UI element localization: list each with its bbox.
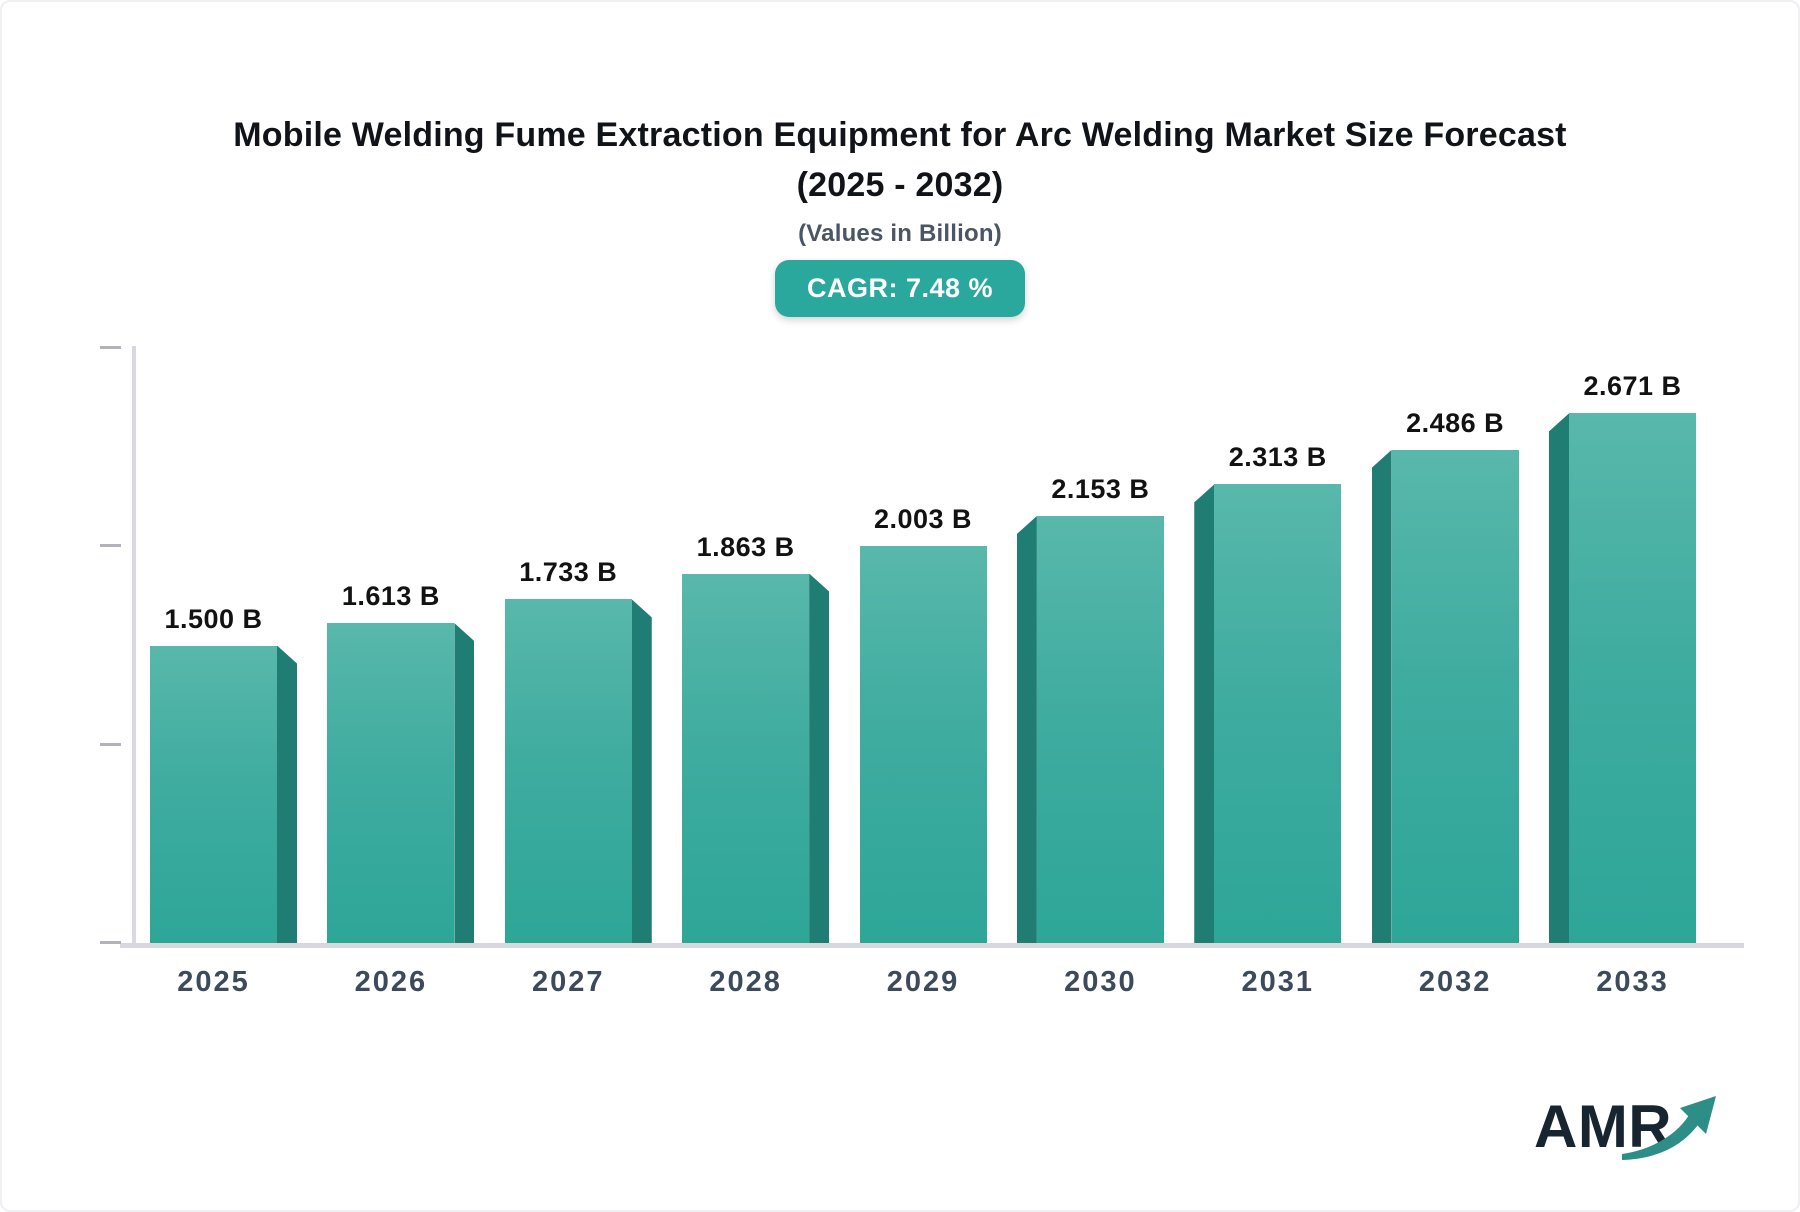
bar-slot-2031: 2.313 B 2031 (1194, 348, 1342, 998)
bar-slot-2030: 2.153 B 2030 (1016, 348, 1164, 998)
x-tick-label-2030: 2030 (1064, 966, 1137, 998)
bar-3d-side (809, 573, 830, 943)
bar-slot-2027: 1.733 B 2027 (504, 348, 652, 998)
bar-value-label-2033: 2.671 B (1583, 371, 1682, 402)
bar-slot-2033: 2.671 B 2033 (1549, 348, 1696, 998)
bars-container: 1.500 B 2025 1.613 B 2026 1.733 B 2027 1.863 B… (150, 348, 1696, 998)
x-tick-label-2025: 2025 (177, 966, 250, 998)
bar-3d-side (1549, 413, 1569, 943)
bar-3d-side (1194, 484, 1215, 943)
bar-3d-side (277, 645, 297, 943)
bar-slot-2029: 2.003 B 2029 (859, 348, 987, 998)
bar-slot-2028: 1.863 B 2028 (682, 348, 830, 998)
bar-2030: 2.153 B (1016, 474, 1164, 943)
bar-value-label-2030: 2.153 B (1051, 474, 1150, 504)
bar-value-label-2026: 1.613 B (341, 581, 440, 612)
cagr-badge: CAGR: 7.48 % (774, 260, 1026, 317)
x-tick-label-2028: 2028 (709, 966, 782, 998)
bar-2032: 2.486 B (1371, 408, 1519, 943)
bar-2031: 2.313 B (1194, 442, 1342, 943)
bar-value-label-2025: 1.500 B (164, 603, 263, 634)
bar-slot-2025: 1.500 B 2025 (150, 348, 297, 998)
y-tick-mark (100, 544, 121, 548)
bar-3d-side (1371, 449, 1392, 943)
bar-2033: 2.671 B (1549, 371, 1696, 943)
x-tick-label-2027: 2027 (531, 966, 605, 998)
chart-title-line1: Mobile Welding Fume Extraction Equipment… (233, 116, 1567, 154)
x-tick-label-2033: 2033 (1596, 966, 1669, 998)
bar-2025: 1.500 B (150, 604, 297, 943)
bar-value-label-2032: 2.486 B (1406, 407, 1505, 438)
amr-logo-arrow-icon (1622, 1096, 1716, 1160)
bar-slot-2026: 1.613 B 2026 (327, 348, 475, 998)
bar-slot-2032: 2.486 B 2032 (1371, 348, 1519, 998)
bar-value-label-2031: 2.313 B (1228, 442, 1327, 473)
chart-header: Mobile Welding Fume Extraction Equipment… (2, 110, 1798, 317)
bar-3d-side (1016, 516, 1037, 943)
bar-2029: 2.003 B (859, 504, 987, 943)
bar-value-label-2028: 1.863 B (696, 531, 795, 562)
x-tick-label-2032: 2032 (1418, 966, 1492, 998)
chart-subtitle: (Values in Billion) (798, 220, 1002, 247)
bar-value-label-2029: 2.003 B (873, 503, 973, 534)
y-axis-line (132, 346, 136, 947)
x-tick-label-2031: 2031 (1241, 966, 1315, 998)
y-tick-mark (100, 941, 121, 944)
bar-value-label-2027: 1.733 B (519, 557, 618, 588)
bar-3d-side (454, 623, 475, 943)
amr-logo: AMR (1534, 1084, 1754, 1174)
y-tick-mark (100, 346, 121, 349)
bar-2028: 1.863 B (682, 532, 830, 943)
x-axis-baseline (120, 943, 1744, 948)
bar-3d-side (631, 599, 652, 943)
y-tick-mark (100, 742, 121, 746)
chart-title-line2: (2025 - 2032) (796, 166, 1004, 204)
chart-title: Mobile Welding Fume Extraction Equipment… (2, 110, 1798, 210)
bar-2027: 1.733 B (504, 557, 652, 943)
bar-2026: 1.613 B (327, 581, 475, 943)
x-tick-label-2029: 2029 (886, 966, 960, 998)
x-tick-label-2026: 2026 (354, 966, 428, 998)
